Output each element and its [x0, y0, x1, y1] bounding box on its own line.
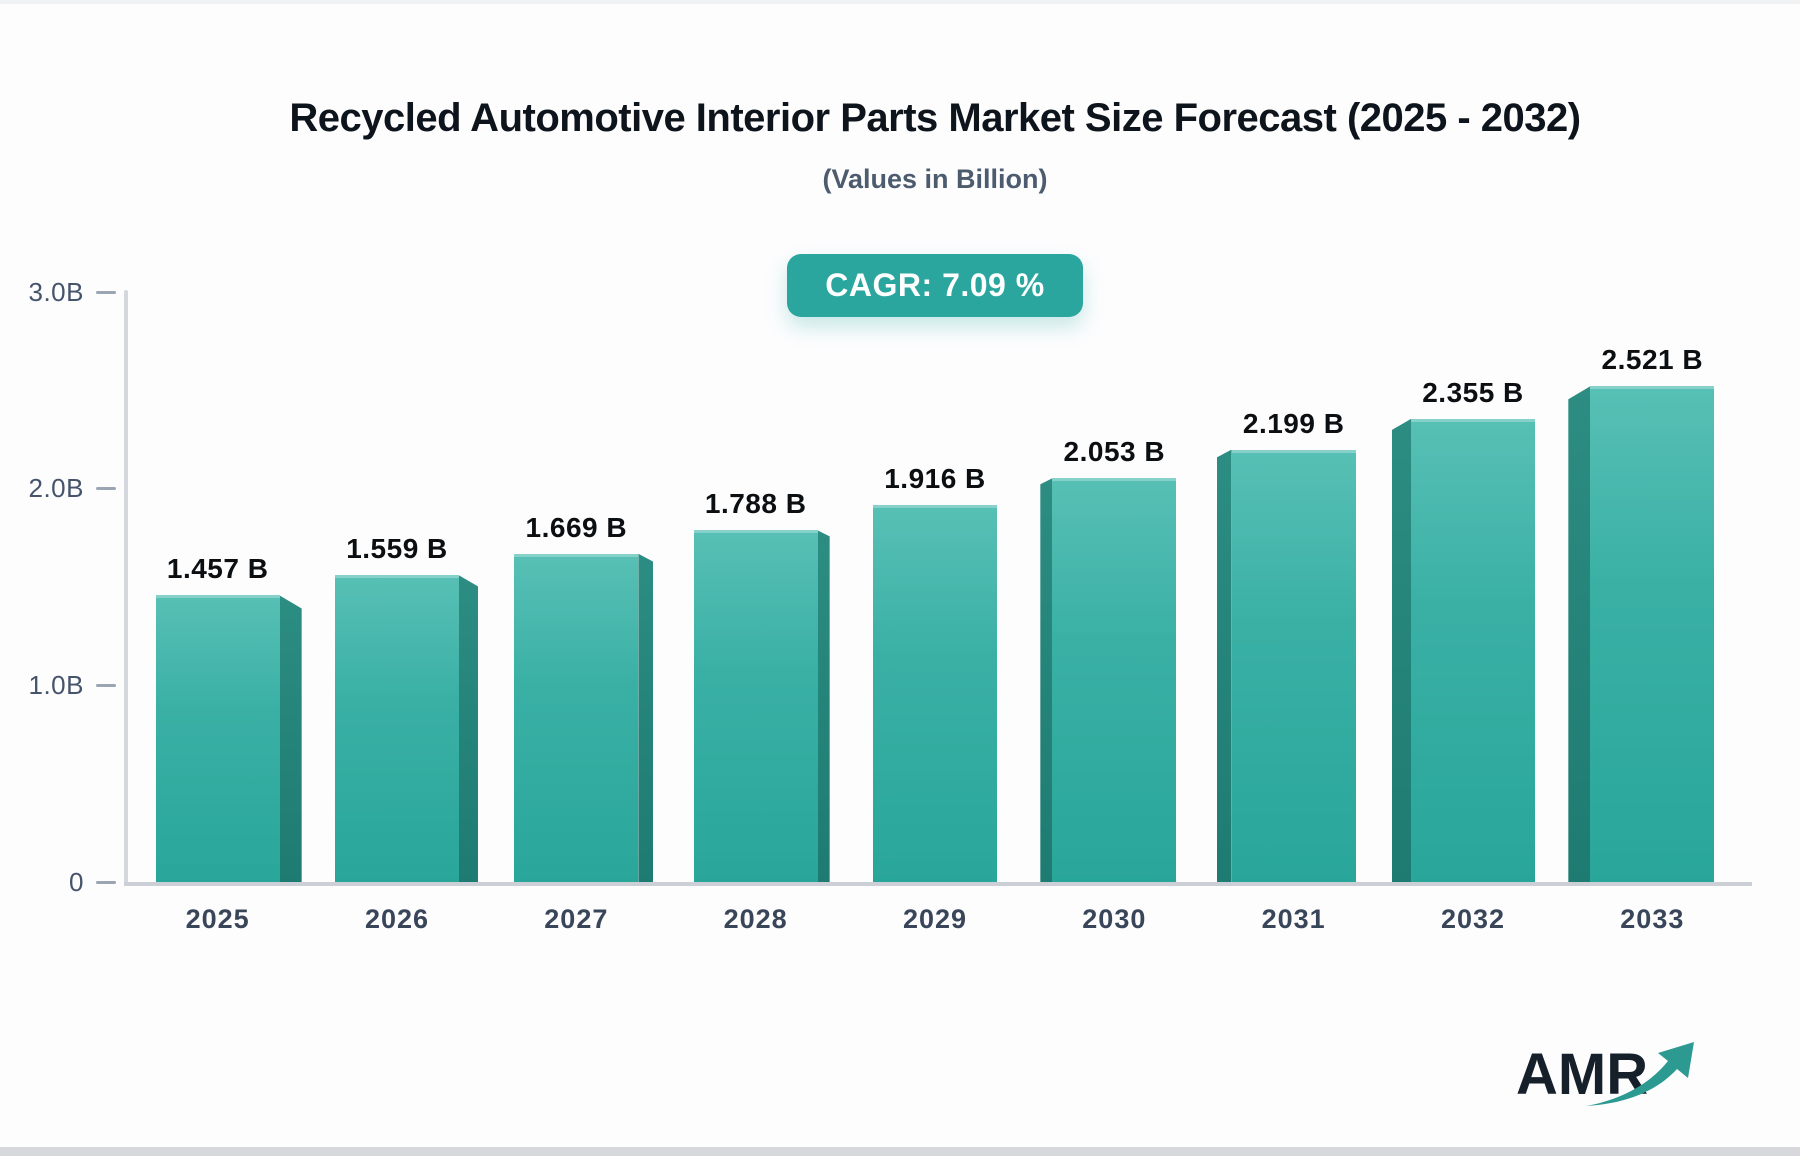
amr-logo-arrow-icon — [1586, 1042, 1694, 1106]
bar-face: 2.199 B — [1231, 408, 1356, 882]
y-tick-2.0B: 2.0B — [0, 473, 116, 504]
bar-2032[interactable]: 2.355 B — [1392, 377, 1535, 882]
cagr-badge: CAGR: 7.09 % — [787, 254, 1083, 317]
y-axis-tick-label: 2.0B — [28, 473, 84, 504]
y-axis-tick-mark — [96, 290, 116, 294]
cagr-badge-row: CAGR: 7.09 % — [128, 254, 1742, 317]
y-axis-tick-label: 3.0B — [28, 276, 84, 307]
y-tick-3.0B: 3.0B — [0, 276, 116, 307]
bar-side-3d — [1040, 478, 1053, 882]
x-axis-label-2027: 2027 — [544, 904, 609, 934]
y-axis-tick-label: 0 — [69, 866, 84, 897]
chart-subtitle: (Values in Billion) — [822, 164, 1048, 194]
bar-side-3d — [638, 553, 654, 882]
bar-value-label: 1.457 B — [166, 553, 269, 585]
bar-face: 1.559 B — [334, 533, 459, 882]
x-axis-label-2033: 2033 — [1620, 904, 1685, 934]
bar-side-3d — [279, 595, 302, 882]
x-axis-label-2029: 2029 — [902, 904, 968, 934]
y-tick-1.0B: 1.0B — [0, 669, 116, 700]
bar-value-label: 1.559 B — [346, 533, 448, 565]
bar-side-3d — [817, 530, 830, 882]
y-axis-tick-label: 1.0B — [28, 669, 84, 700]
bar-value-label: 2.521 B — [1601, 344, 1704, 376]
page-top-edge — [0, 0, 1800, 4]
y-axis-line — [124, 290, 128, 886]
x-axis-label-2032: 2032 — [1440, 904, 1506, 934]
bar-value-label: 1.916 B — [884, 463, 986, 495]
x-axis-label-2025: 2025 — [185, 904, 250, 934]
bar-face: 2.521 B — [1590, 344, 1715, 882]
y-tick-0: 0 — [0, 866, 116, 897]
bar-face: 1.669 B — [514, 512, 639, 882]
bar-2029[interactable]: 1.916 B — [873, 463, 997, 882]
bar-2027[interactable]: 1.669 B — [514, 512, 654, 882]
bar-value-label: 1.669 B — [525, 511, 628, 543]
x-axis-label-2026: 2026 — [364, 904, 430, 934]
y-axis-tick-mark — [96, 487, 116, 491]
bar-2031[interactable]: 2.199 B — [1216, 408, 1356, 882]
bar-2025[interactable]: 1.457 B — [155, 553, 302, 882]
x-axis-label-2030: 2030 — [1082, 904, 1147, 934]
bar-value-label: 1.788 B — [704, 488, 807, 520]
bar-value-label: 2.355 B — [1422, 376, 1524, 408]
bar-face: 1.457 B — [155, 553, 280, 882]
bar-side-3d — [1216, 449, 1232, 882]
plot-area: 2025 2026 2027 2028 2029 2030 2031 2032 2033 1.4… — [29, 277, 1752, 934]
bar-value-label: 2.199 B — [1242, 407, 1345, 439]
x-axis-label-2031: 2031 — [1261, 904, 1326, 934]
bar-value-label: 2.053 B — [1063, 436, 1166, 468]
bar-side-3d — [1392, 418, 1411, 882]
bar-side-3d — [1568, 386, 1591, 882]
bar-face: 1.788 B — [693, 488, 818, 882]
bar-face: 1.916 B — [873, 463, 997, 882]
bar-side-3d — [458, 575, 478, 882]
y-axis-tick-mark — [96, 683, 116, 687]
y-axis-tick-mark — [96, 880, 116, 884]
bar-2026[interactable]: 1.559 B — [334, 533, 478, 882]
chart-title: Recycled Automotive Interior Parts Marke… — [289, 96, 1581, 140]
page-bottom-edge — [0, 1147, 1800, 1156]
bar-face: 2.355 B — [1411, 377, 1535, 882]
bar-2028[interactable]: 1.788 B — [693, 488, 830, 882]
x-axis-line — [124, 882, 1752, 886]
bar-2030[interactable]: 2.053 B — [1040, 436, 1177, 882]
bar-face: 2.053 B — [1052, 436, 1177, 882]
x-axis-labels-row: 2025 2026 2027 2028 2029 2030 2031 2032 2033 — [128, 882, 1742, 952]
bar-2033[interactable]: 2.521 B — [1568, 344, 1715, 882]
amr-logo: AMR — [1516, 1042, 1694, 1107]
x-axis-label-2028: 2028 — [723, 904, 788, 934]
